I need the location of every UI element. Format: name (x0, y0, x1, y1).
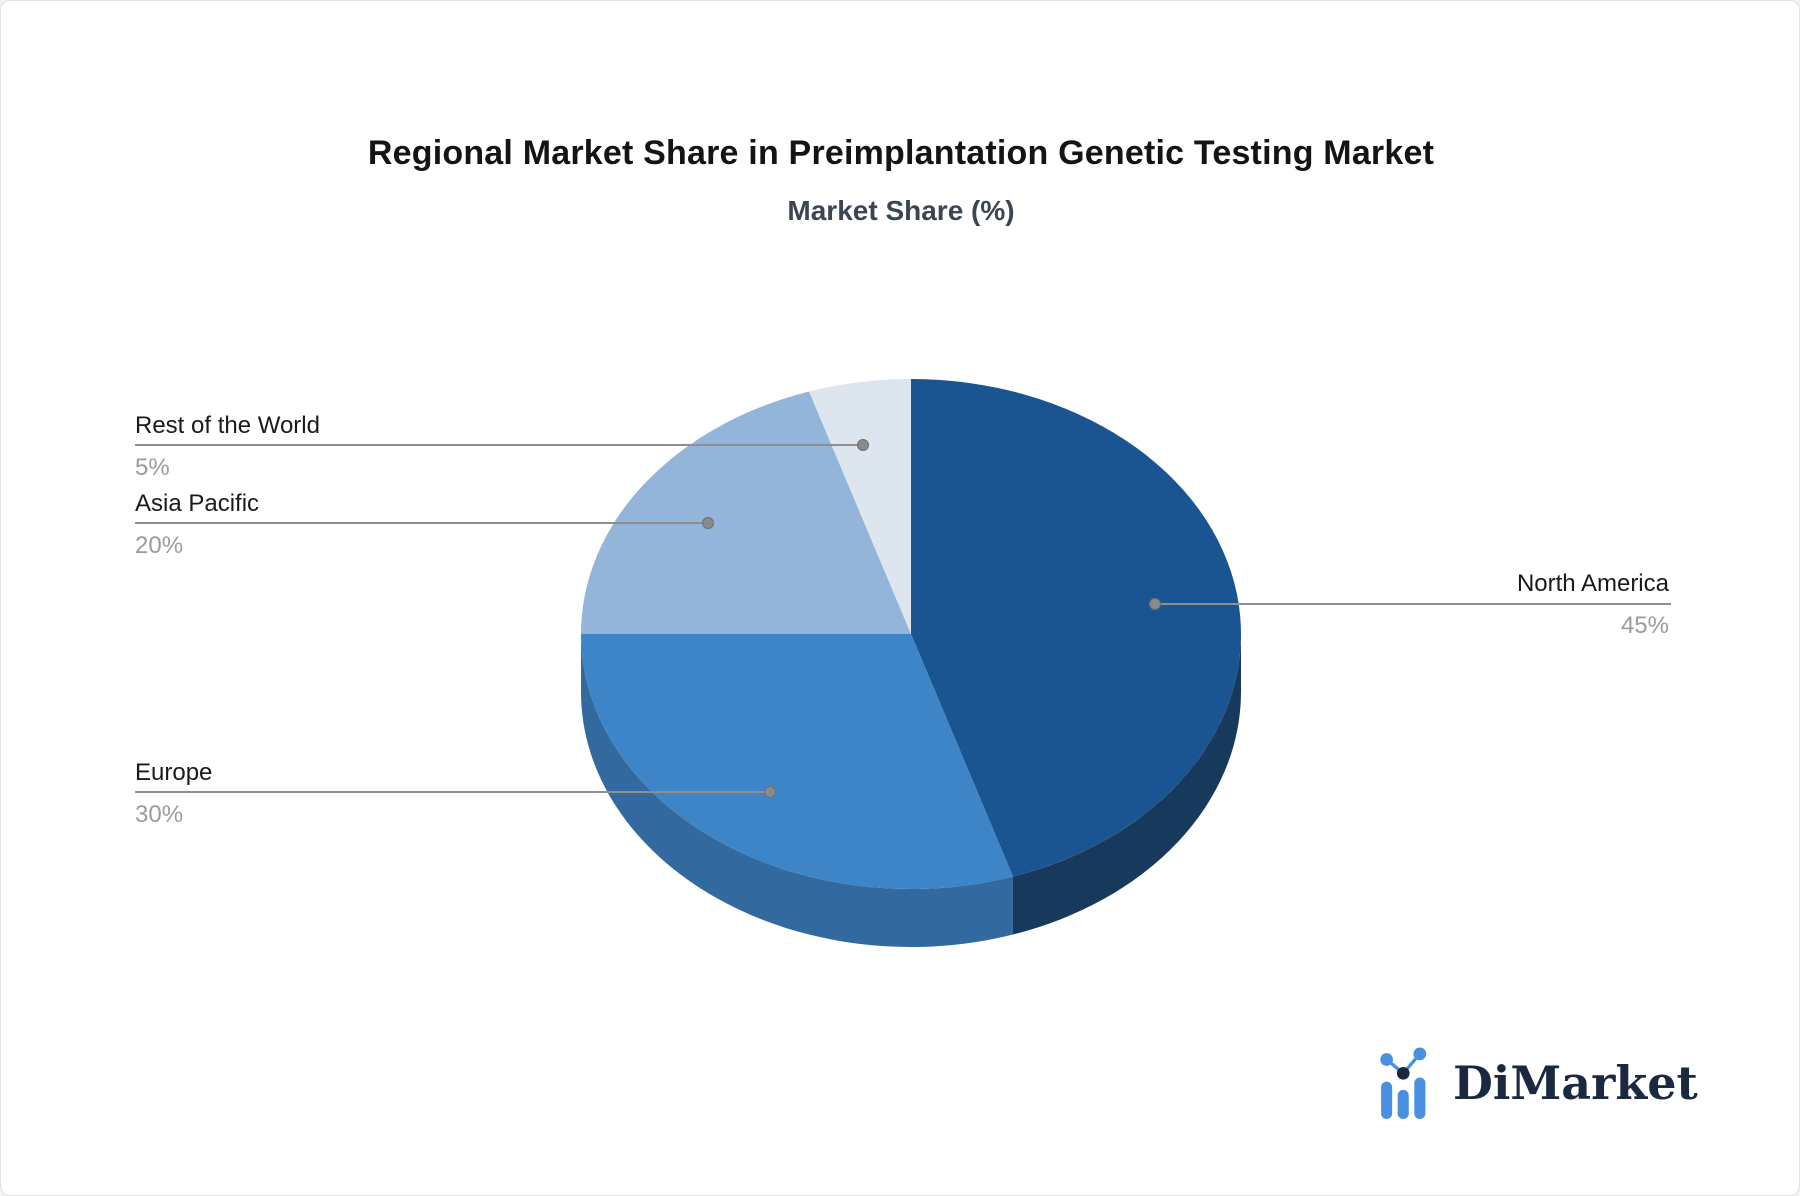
callout-asia-pacific: Asia Pacific 20% (135, 489, 259, 561)
pie-slice-rest-of-the-world (809, 379, 911, 634)
slice-value: 30% (135, 801, 184, 828)
pie-slice-side-europe (581, 634, 1013, 948)
slice-label: Asia Pacific (135, 490, 260, 517)
slice-label: Europe (135, 759, 213, 786)
brand-logo-text: DiMarket (1453, 1056, 1698, 1110)
slice-value: 20% (135, 532, 184, 559)
pie-slice-side-north-america (1012, 634, 1241, 935)
chart-title: Regional Market Share in Preimplantation… (367, 134, 1435, 172)
callout-north-america: North America 45% (1517, 569, 1669, 641)
pie-slice-north-america (911, 379, 1242, 877)
callout-dot-rest-of-the-world (857, 439, 869, 451)
bar-chart-logo-icon (1380, 1047, 1427, 1119)
brand-logo: DiMarket (1373, 1047, 1698, 1119)
callout-dot-asia-pacific (702, 517, 714, 529)
slice-value: 5% (135, 454, 170, 481)
slice-label: North America (1516, 570, 1669, 597)
chart-subtitle: Market Share (%) (787, 195, 1015, 226)
pie-slice-europe (581, 634, 1013, 890)
callout-dot-north-america (1149, 598, 1161, 610)
callout-europe: Europe 30% (135, 758, 212, 830)
callout-rest-of-the-world: Rest of the World 5% (135, 411, 320, 483)
slice-value: 45% (1620, 612, 1669, 639)
slice-label: Rest of the World (135, 412, 320, 439)
pie-slice-asia-pacific (581, 391, 911, 634)
callout-dot-europe (764, 786, 776, 798)
